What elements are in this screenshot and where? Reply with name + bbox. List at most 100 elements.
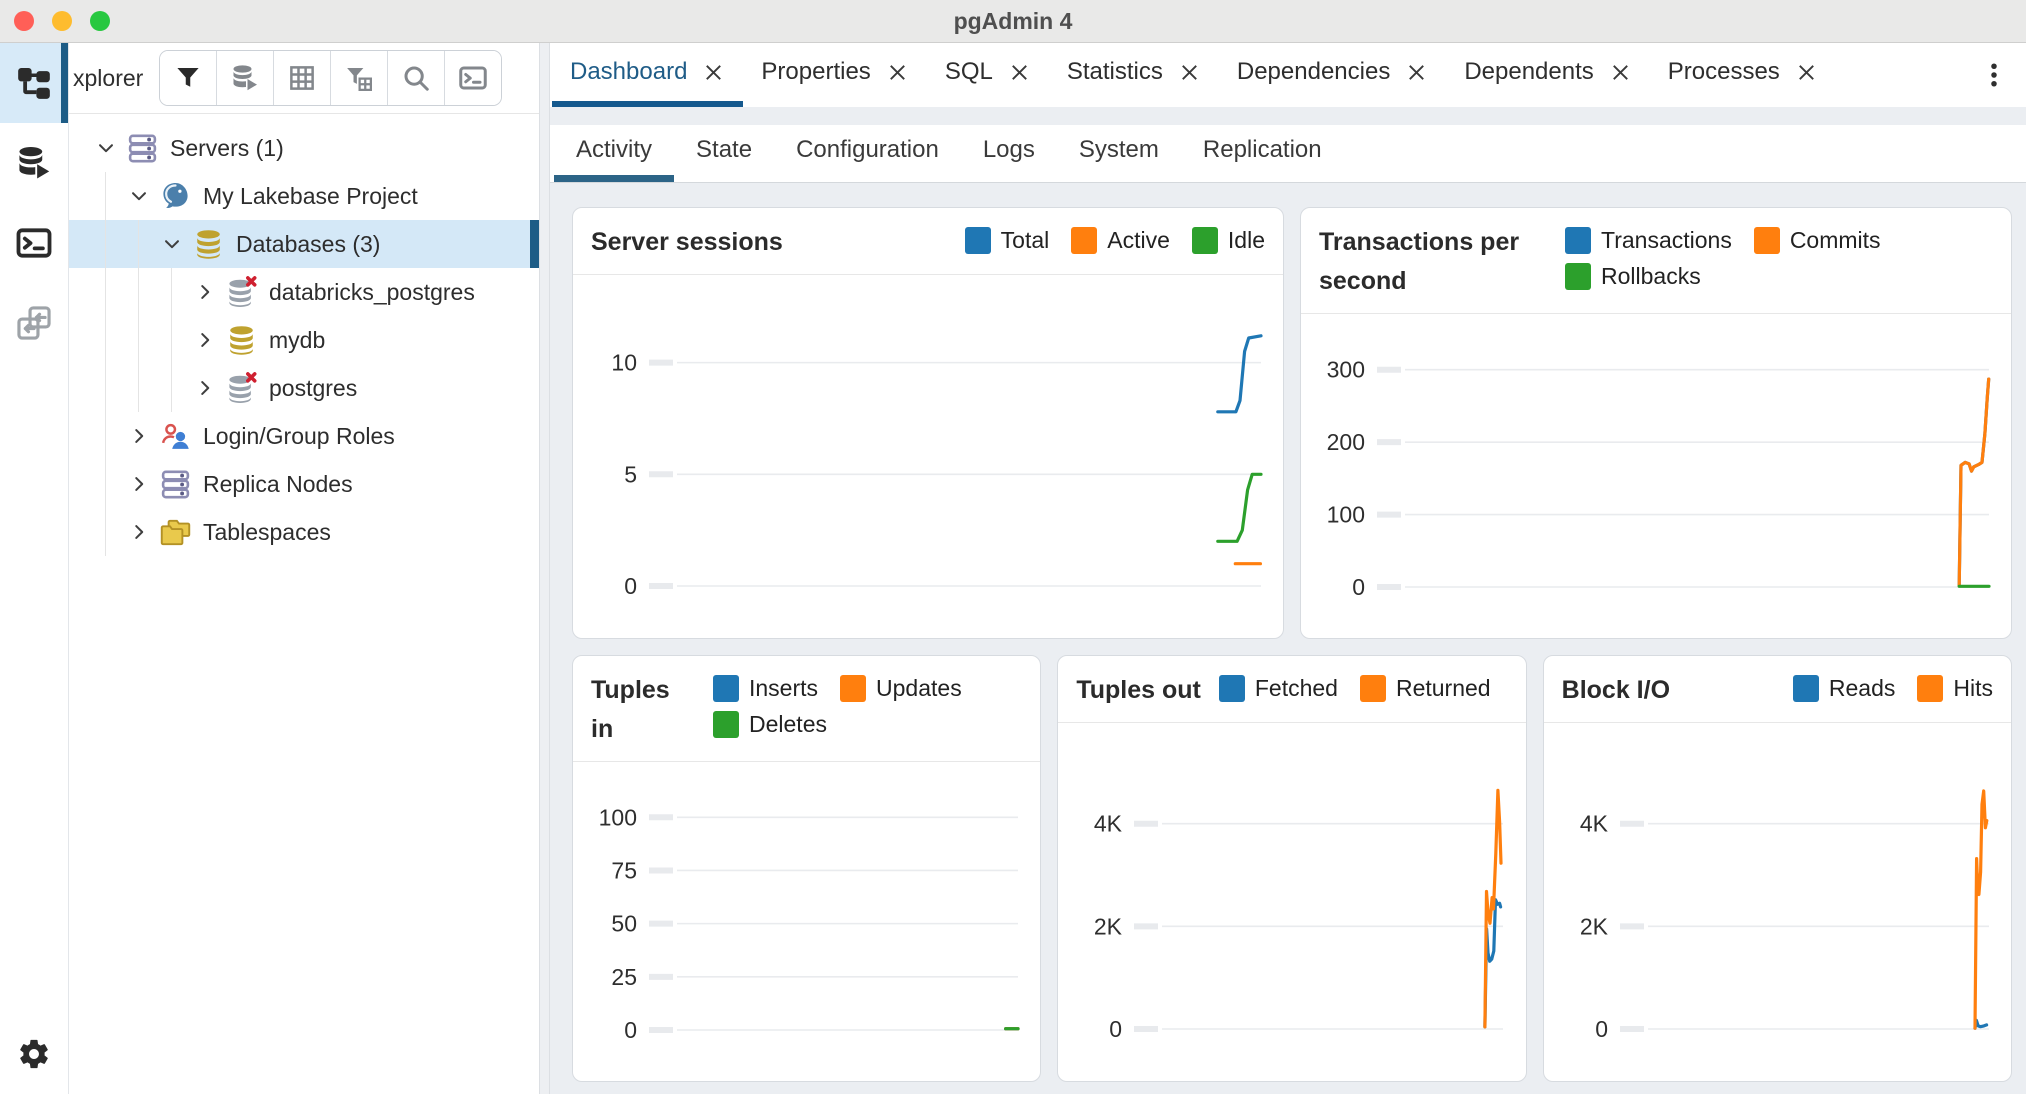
tab-properties[interactable]: Properties [743,43,926,107]
tree-item-postgres[interactable]: postgres [69,364,539,412]
postgres-server-icon [159,180,192,213]
legend-item-rollbacks: Rollbacks [1565,263,1701,290]
server-icon [159,468,192,501]
legend-item-hits: Hits [1917,675,1993,702]
indent-guide [93,460,126,508]
tree-item-mydb[interactable]: mydb [69,316,539,364]
activity-bar-spacer [0,363,68,1014]
chevron-right-icon[interactable] [192,279,218,305]
legend-swatch [713,711,739,738]
tree-item-tablespaces[interactable]: Tablespaces [69,508,539,556]
view-data-button[interactable] [216,51,274,105]
block-i-o-card: Block I/O Reads Hits 0 2K 4K [1542,655,2012,1082]
object-explorer-button[interactable] [0,43,68,123]
y-axis-tick-label: 75 [611,857,637,883]
chevron-right-icon[interactable] [126,471,152,497]
legend-item-total: Total [964,227,1049,254]
indent-guide [93,220,126,268]
close-icon[interactable] [1008,61,1031,84]
chevron-down-icon[interactable] [93,135,119,161]
tab-dependencies[interactable]: Dependencies [1219,43,1446,107]
tab-label: Properties [761,58,871,85]
legend-item-idle: Idle [1191,227,1265,254]
legend-item-inserts: Inserts [713,675,818,702]
chevron-right-icon[interactable] [192,327,218,353]
tree-item-replica-nodes[interactable]: Replica Nodes [69,460,539,508]
preferences-button[interactable] [0,1014,68,1094]
query-tool-button[interactable] [0,123,68,203]
titlebar: pgAdmin 4 [0,0,2026,43]
tab-label: Dependents [1464,58,1594,85]
chevron-right-icon[interactable] [192,375,218,401]
tree-item-databricks-postgres[interactable]: databricks_postgres [69,268,539,316]
legend-label: Inserts [749,675,819,701]
dashboard-tab-system[interactable]: System [1078,136,1159,163]
tree-item-label: Databases (3) [236,230,381,257]
chevron-right-icon[interactable] [126,519,152,545]
filter-button[interactable] [160,51,217,105]
close-icon[interactable] [886,61,909,84]
indent-guide [159,316,192,364]
y-axis-tick-label: 0 [1595,1016,1608,1042]
tuples_in-chart: 0 25 50 75 100 [599,804,1020,1043]
tree-item-label: mydb [269,326,326,353]
psql-button[interactable] [444,51,502,105]
dashboard-content: Activity State Configuration Logs System Repl… [550,107,2026,1094]
series-transactions [1957,376,1991,587]
search-objects-button[interactable] [387,51,445,105]
database-gold-icon [225,324,258,357]
close-icon[interactable] [1405,61,1428,84]
indent-guide [93,268,126,316]
zoom-window-button[interactable] [90,11,110,31]
tab-statistics[interactable]: Statistics [1049,43,1219,107]
schema-diff-button[interactable] [0,283,68,363]
close-window-button[interactable] [14,11,34,31]
indent-guide [159,364,192,412]
panel-resize-handle[interactable] [539,43,550,1094]
dashboard-tab-activity[interactable]: Activity [554,125,675,182]
dashboard-tab-configuration[interactable]: Configuration [796,136,939,163]
dashboard-tab-replication[interactable]: Replication [1202,136,1322,163]
legend-item-commits: Commits [1753,227,1881,254]
database-disconnected-icon [225,275,258,309]
object-explorer-title: xplorer [73,64,144,91]
tree-item-databases-3[interactable]: Databases (3) [69,220,539,268]
tree-item-servers-1[interactable]: Servers (1) [69,124,539,172]
transactions-per-second-card: Transactions per second Transactions Commi… [1300,207,2012,639]
tab-sql[interactable]: SQL [927,43,1049,107]
indent-guide [93,364,126,412]
chart-legend: Fetched Returned [1218,671,1508,702]
legend-swatch [1071,227,1098,254]
view-table-button[interactable] [273,51,331,105]
y-axis-tick-label: 200 [1327,429,1365,455]
close-icon[interactable] [702,61,725,84]
filtered-rows-button[interactable] [330,51,388,105]
tree-item-my-lakebase-project[interactable]: My Lakebase Project [69,172,539,220]
tree-item-label: Tablespaces [203,518,331,545]
minimize-window-button[interactable] [52,11,72,31]
tab-processes[interactable]: Processes [1650,43,1836,107]
series-total [1216,333,1263,414]
filter-icon [173,63,203,93]
psql-tool-button[interactable] [0,203,68,283]
close-icon[interactable] [1795,61,1818,84]
chevron-down-icon[interactable] [126,183,152,209]
dashboard-tab-logs[interactable]: Logs [982,136,1035,163]
legend-swatch [1792,675,1819,702]
close-icon[interactable] [1178,61,1201,84]
tuples-in-chart-area: 0 25 50 75 100 [573,762,1040,1082]
dashboard-tab-state[interactable]: State [696,136,753,163]
chevron-down-icon[interactable] [159,231,185,257]
chevron-right-icon[interactable] [126,423,152,449]
indent-guide [93,316,126,364]
legend-label: Returned [1395,675,1491,701]
tab-overflow-menu-button[interactable] [1962,43,2026,107]
indent-guide [126,316,159,364]
server-icon [126,132,159,165]
chart-legend: Inserts Updates Deletes [713,671,1022,738]
tree-item-login-group-roles[interactable]: Login/Group Roles [69,412,539,460]
tab-dependents[interactable]: Dependents [1446,43,1649,107]
close-icon[interactable] [1609,61,1632,84]
series-reads [1973,1018,1988,1030]
tab-dashboard[interactable]: Dashboard [552,43,744,107]
